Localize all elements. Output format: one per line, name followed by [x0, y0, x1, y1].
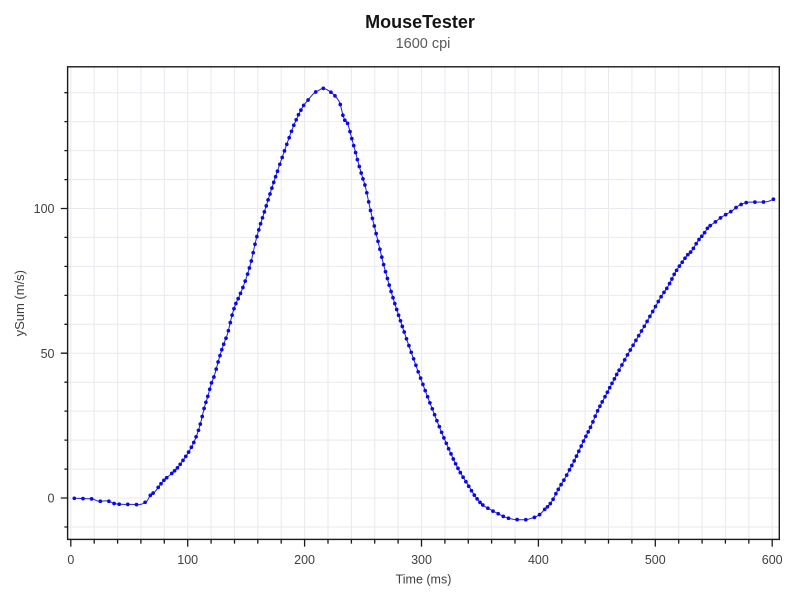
svg-text:50: 50	[41, 347, 55, 361]
svg-text:600: 600	[762, 553, 783, 567]
svg-text:1600 cpi: 1600 cpi	[396, 36, 451, 52]
svg-text:100: 100	[177, 553, 198, 567]
svg-text:300: 300	[411, 553, 432, 567]
svg-text:100: 100	[34, 202, 55, 216]
svg-text:Time (ms): Time (ms)	[396, 573, 452, 587]
svg-text:200: 200	[294, 553, 315, 567]
svg-text:ySum (m/s): ySum (m/s)	[12, 270, 27, 336]
svg-text:500: 500	[645, 553, 666, 567]
svg-text:MouseTester: MouseTester	[365, 12, 475, 32]
svg-text:0: 0	[48, 492, 55, 506]
svg-text:400: 400	[528, 553, 549, 567]
svg-text:0: 0	[67, 553, 74, 567]
